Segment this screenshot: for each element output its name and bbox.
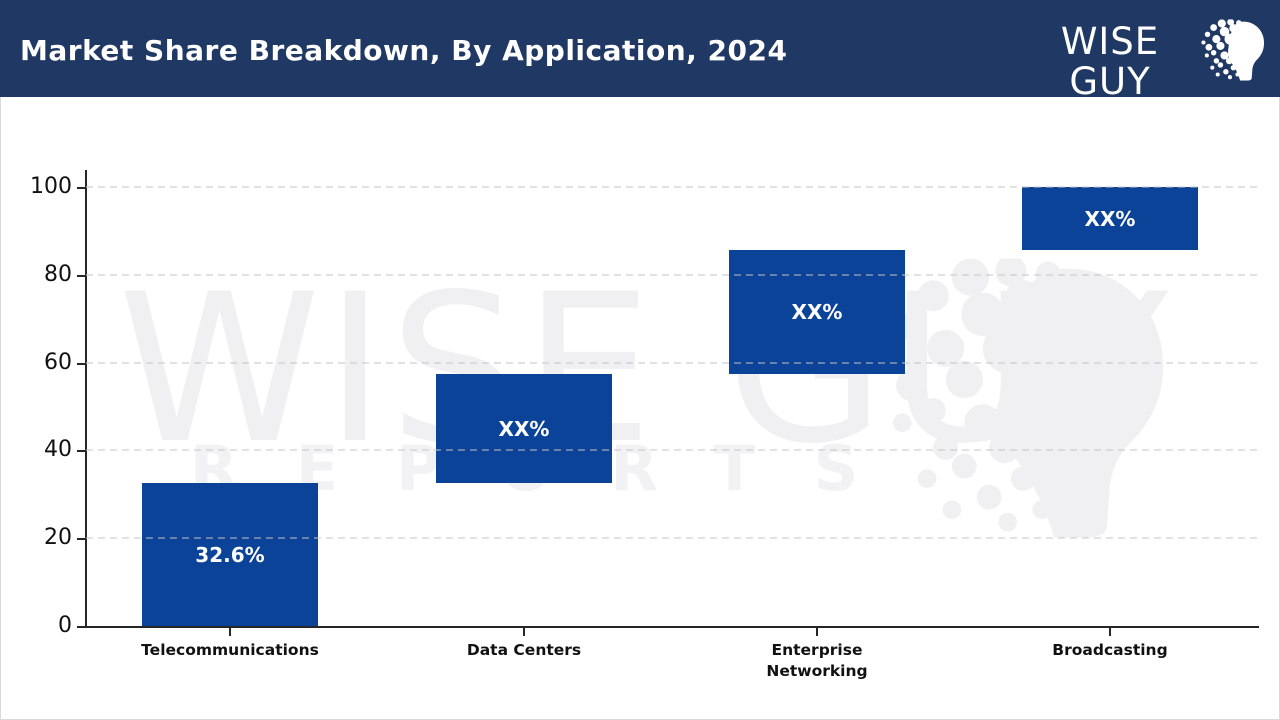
x-category-label: Data Centers xyxy=(466,641,582,659)
y-tick-label: 40 xyxy=(44,437,72,462)
bar-value-label: 32.6% xyxy=(195,542,265,567)
bar-data-centers: XX% xyxy=(436,374,612,483)
y-axis-line xyxy=(85,170,87,628)
wise-guy-reports-logo: WISE GUY REPORTS xyxy=(1026,4,1266,119)
page-title: Market Share Breakdown, By Application, … xyxy=(20,34,788,67)
logo-wiseguy-text: WISE GUY xyxy=(1060,20,1160,103)
y-tick-mark xyxy=(77,275,85,277)
y-tick-mark xyxy=(77,450,85,452)
y-tick-label: 60 xyxy=(44,350,72,375)
y-tick-mark xyxy=(77,363,85,365)
y-tick-mark xyxy=(77,187,85,189)
gridline xyxy=(86,362,1259,364)
y-tick-label: 80 xyxy=(44,262,72,287)
bar-telecommunications: 32.6% xyxy=(142,483,318,626)
x-tick-mark xyxy=(229,628,231,636)
face-profile-dots-icon xyxy=(1198,8,1266,96)
logo-text: WISE GUY REPORTS xyxy=(1026,20,1194,120)
header-bar: Market Share Breakdown, By Application, … xyxy=(0,0,1280,119)
gridline xyxy=(86,186,1259,188)
bar-enterprise-networking: XX% xyxy=(729,250,905,374)
x-category-label: Broadcasting xyxy=(1052,641,1168,659)
y-tick-label: 20 xyxy=(44,525,72,550)
y-tick-mark xyxy=(77,538,85,540)
x-category-label: Enterprise Networking xyxy=(766,641,868,680)
x-tick-mark xyxy=(1109,628,1111,636)
gridline xyxy=(86,274,1259,276)
bar-value-label: XX% xyxy=(1084,206,1136,231)
gridline xyxy=(86,537,1259,539)
x-tick-mark xyxy=(816,628,818,636)
gridline xyxy=(86,449,1259,451)
x-axis-line xyxy=(85,626,1259,628)
bar-broadcasting: XX% xyxy=(1022,187,1198,250)
bar-value-label: XX% xyxy=(791,300,843,324)
y-tick-label: 100 xyxy=(30,174,72,199)
x-category-label: Telecommunications xyxy=(141,641,319,659)
bar-value-label: XX% xyxy=(498,416,550,441)
y-tick-mark xyxy=(77,626,85,628)
logo-reports-text: REPORTS xyxy=(1044,104,1182,119)
y-tick-label: 0 xyxy=(58,613,72,638)
x-tick-mark xyxy=(523,628,525,636)
